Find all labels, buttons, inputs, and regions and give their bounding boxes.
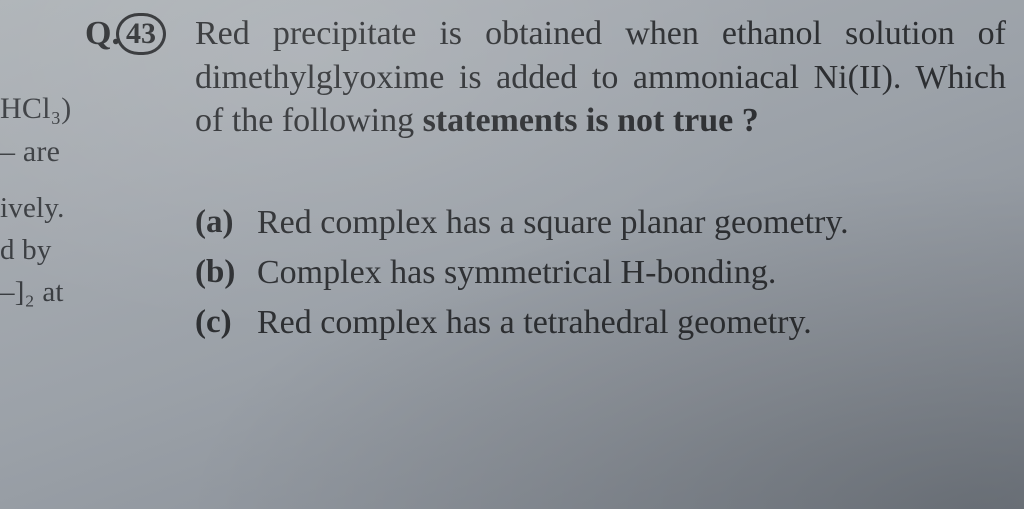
left-edge-fragment: HCl₃) [0, 92, 71, 126]
option-label: (c) [195, 300, 257, 345]
left-edge-fragment: – are [0, 135, 60, 169]
option-b: (b) Complex has symmetrical H-bonding. [195, 250, 1006, 296]
question-number-circled: 43 [116, 13, 166, 55]
left-edge-fragment: d by [0, 234, 52, 267]
page: HCl₃) – are ively. d by –]₂ at Q. 43 Red… [0, 0, 1024, 509]
option-text: Red complex has a tetrahedral geometry. [257, 300, 1006, 346]
option-a: (a) Red complex has a square planar geom… [195, 200, 1006, 246]
option-label: (a) [195, 200, 257, 245]
option-text: Red complex has a square planar geometry… [257, 200, 1006, 246]
left-edge-fragment: –]₂ at [0, 276, 64, 309]
option-c: (c) Red complex has a tetrahedral geomet… [195, 300, 1006, 346]
left-edge-fragment: ively. [0, 192, 65, 225]
question-number: Q. 43 [85, 13, 166, 55]
option-text: Complex has symmetrical H-bonding. [257, 250, 1006, 296]
option-label: (b) [195, 250, 257, 295]
question-prefix: Q. [85, 15, 120, 53]
stem-bold-tail: statements is not true ? [423, 102, 759, 139]
options-list: (a) Red complex has a square planar geom… [195, 200, 1006, 348]
question-stem: Red precipitate is obtained when ethanol… [195, 12, 1006, 143]
